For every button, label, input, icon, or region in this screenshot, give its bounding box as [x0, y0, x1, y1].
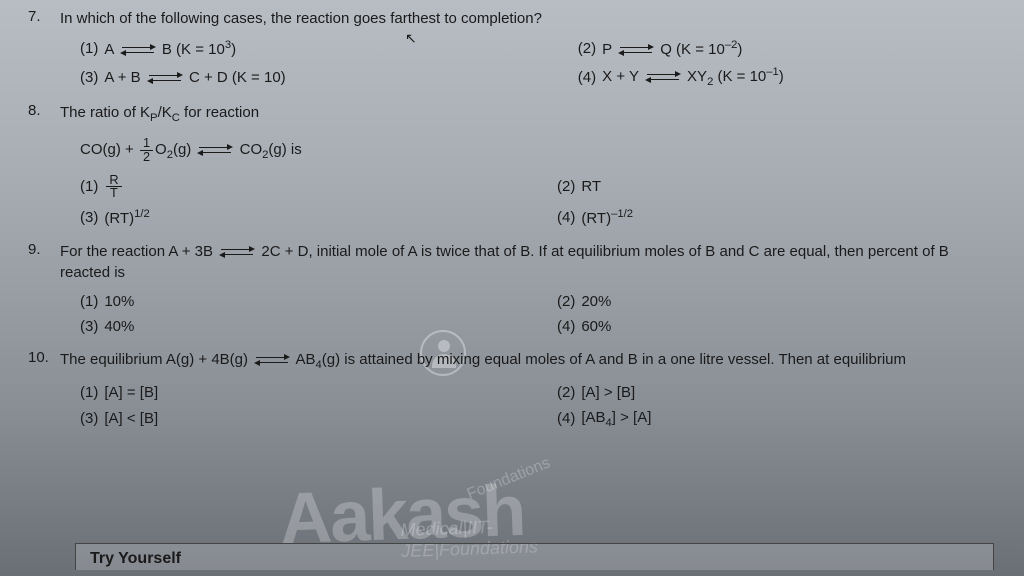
question-7-number: 7.	[28, 8, 41, 25]
question-9-stem: For the reaction A + 3B 2C + D, initial …	[60, 241, 994, 283]
try-yourself-box: Try Yourself	[75, 543, 994, 570]
question-8: 8. The ratio of KP/KC for reaction CO(g)…	[60, 102, 994, 227]
question-7: 7. In which of the following cases, the …	[60, 8, 994, 88]
question-7-stem: In which of the following cases, the rea…	[60, 8, 994, 29]
question-8-equation: CO(g) + 12O2(g) CO2(g) is	[80, 137, 994, 164]
q7-option-1: (1) A B (K = 103)	[80, 39, 538, 58]
q7-option-2-text: P Q (K = 10–2)	[602, 39, 742, 58]
question-10-number: 10.	[28, 349, 49, 366]
q7-option-3-text: A + B C + D (K = 10)	[104, 69, 285, 86]
question-9-number: 9.	[28, 241, 41, 258]
q9-option-1: (1) 10%	[80, 293, 517, 310]
q10-option-1: (1) [A] = [B]	[80, 384, 517, 401]
q9-option-4: (4) 60%	[557, 318, 994, 335]
q9-option-2: (2) 20%	[557, 293, 994, 310]
q8-option-1-text: RT	[104, 174, 123, 201]
q7-option-1-text: A B (K = 103)	[104, 39, 236, 58]
q8-option-4: (4) (RT)–1/2	[557, 208, 994, 227]
q7-option-3: (3) A + B C + D (K = 10)	[80, 66, 538, 88]
question-9: 9. For the reaction A + 3B 2C + D, initi…	[60, 241, 994, 335]
question-8-number: 8.	[28, 102, 41, 119]
q8-option-1: (1) RT	[80, 174, 517, 201]
q8-option-3-text: (RT)1/2	[104, 208, 149, 227]
q8-option-4-text: (RT)–1/2	[581, 208, 633, 227]
try-yourself-label: Try Yourself	[90, 550, 181, 567]
q10-option-2: (2) [A] > [B]	[557, 384, 994, 401]
q10-option-3: (3) [A] < [B]	[80, 409, 517, 429]
q10-option-4: (4) [AB4] > [A]	[557, 409, 994, 429]
question-8-stem: The ratio of KP/KC for reaction	[60, 102, 994, 127]
question-10: 10. The equilibrium A(g) + 4B(g) AB4(g) …	[60, 349, 994, 429]
q7-option-4: (4) X + Y XY2 (K = 10–1)	[578, 66, 994, 88]
q7-option-2: (2) P Q (K = 10–2)	[578, 39, 994, 58]
q10-option-4-text: [AB4] > [A]	[581, 409, 651, 429]
q8-option-3: (3) (RT)1/2	[80, 208, 517, 227]
q8-option-2-text: RT	[581, 178, 601, 195]
q7-option-4-text: X + Y XY2 (K = 10–1)	[602, 66, 784, 88]
question-10-stem: The equilibrium A(g) + 4B(g) AB4(g) is a…	[60, 349, 994, 374]
q9-option-3: (3) 40%	[80, 318, 517, 335]
q8-option-2: (2) RT	[557, 174, 994, 201]
